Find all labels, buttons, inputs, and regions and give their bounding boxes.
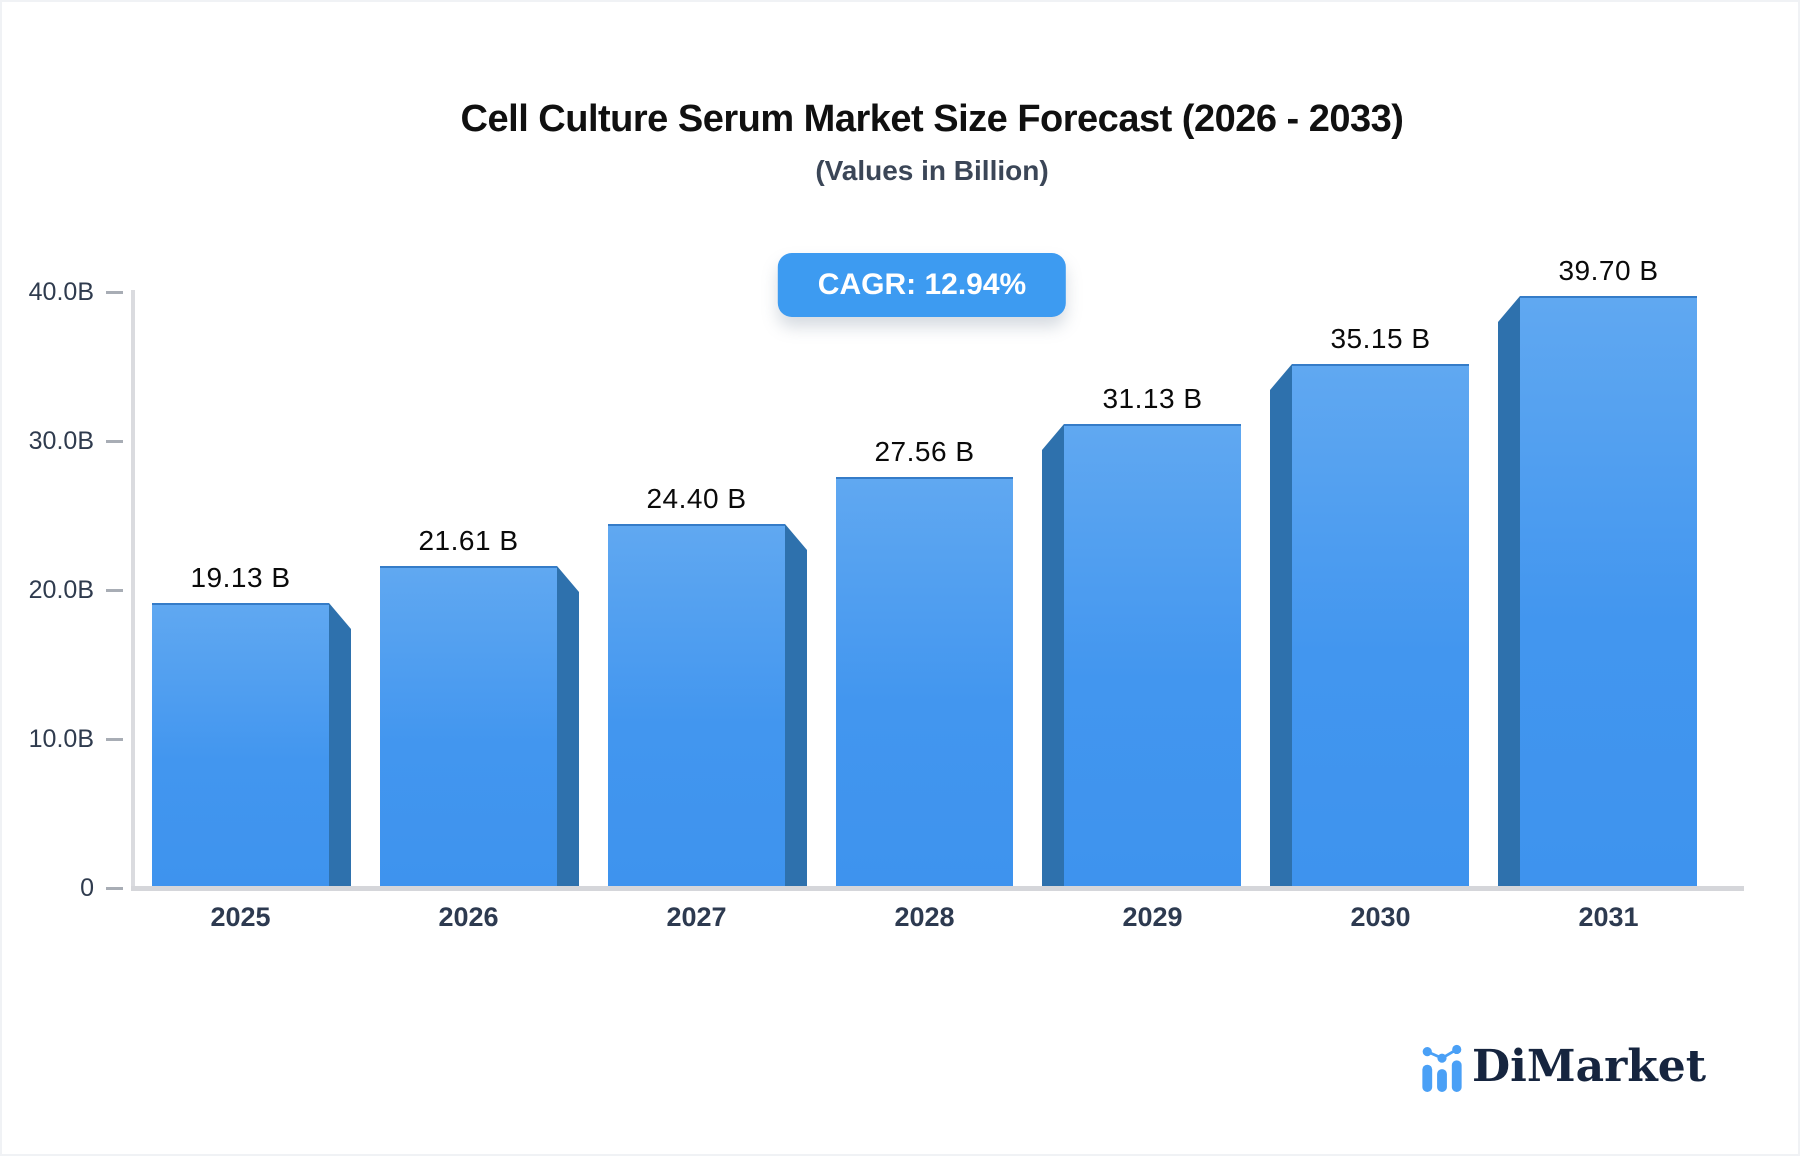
- x-axis-label: 2029: [1122, 902, 1183, 932]
- bar-value-label: 21.61 B: [418, 525, 519, 556]
- bar-3d-side: [557, 566, 579, 888]
- y-axis-line: [131, 290, 135, 890]
- y-axis-label: 0: [80, 874, 94, 902]
- x-axis-label: 2028: [894, 902, 955, 932]
- bar-value-label: 27.56 B: [874, 436, 975, 467]
- brand-logo: DiMarket: [1422, 1042, 1706, 1092]
- x-axis-label: 2026: [438, 902, 499, 932]
- bar-value-label: 39.70 B: [1558, 255, 1659, 286]
- bar-3d-side: [1042, 424, 1064, 888]
- bar-value-label: 24.40 B: [646, 483, 747, 514]
- y-axis-tick: [106, 589, 123, 592]
- bar[interactable]: [1520, 296, 1697, 888]
- bar-value-label: 19.13 B: [190, 562, 291, 593]
- y-axis-tick: [106, 738, 123, 741]
- bar-3d-side: [329, 603, 351, 888]
- y-axis-label: 40.0B: [28, 278, 94, 306]
- bar-3d-side: [1498, 296, 1520, 888]
- mini-bar-chart-icon: [1422, 1044, 1462, 1092]
- y-axis-tick: [106, 440, 123, 443]
- x-axis-label: 2030: [1350, 902, 1411, 932]
- bar[interactable]: [380, 566, 557, 888]
- chart-subtitle: (Values in Billion): [815, 155, 1049, 186]
- bar[interactable]: [1292, 364, 1469, 888]
- bar-3d-side: [1270, 364, 1292, 888]
- x-axis-baseline: [131, 886, 1744, 891]
- y-axis-tick: [106, 887, 123, 890]
- bar-value-label: 31.13 B: [1102, 383, 1203, 414]
- x-axis-label: 2025: [210, 902, 271, 932]
- chart-title: Cell Culture Serum Market Size Forecast …: [460, 98, 1404, 140]
- y-axis-label: 10.0B: [28, 725, 94, 753]
- bar[interactable]: [608, 524, 785, 888]
- y-axis-label: 20.0B: [28, 576, 94, 604]
- x-axis-label: 2031: [1578, 902, 1639, 932]
- y-axis-tick: [106, 291, 123, 294]
- x-axis-label: 2027: [666, 902, 727, 932]
- bar[interactable]: [152, 603, 329, 888]
- bar[interactable]: [1064, 424, 1241, 888]
- y-axis-label: 30.0B: [28, 427, 94, 455]
- brand-name: DiMarket: [1472, 1041, 1707, 1092]
- bar[interactable]: [836, 477, 1013, 888]
- bar-value-label: 35.15 B: [1330, 323, 1431, 354]
- bar-3d-side: [785, 524, 807, 888]
- cagr-badge: CAGR: 12.94%: [777, 253, 1067, 317]
